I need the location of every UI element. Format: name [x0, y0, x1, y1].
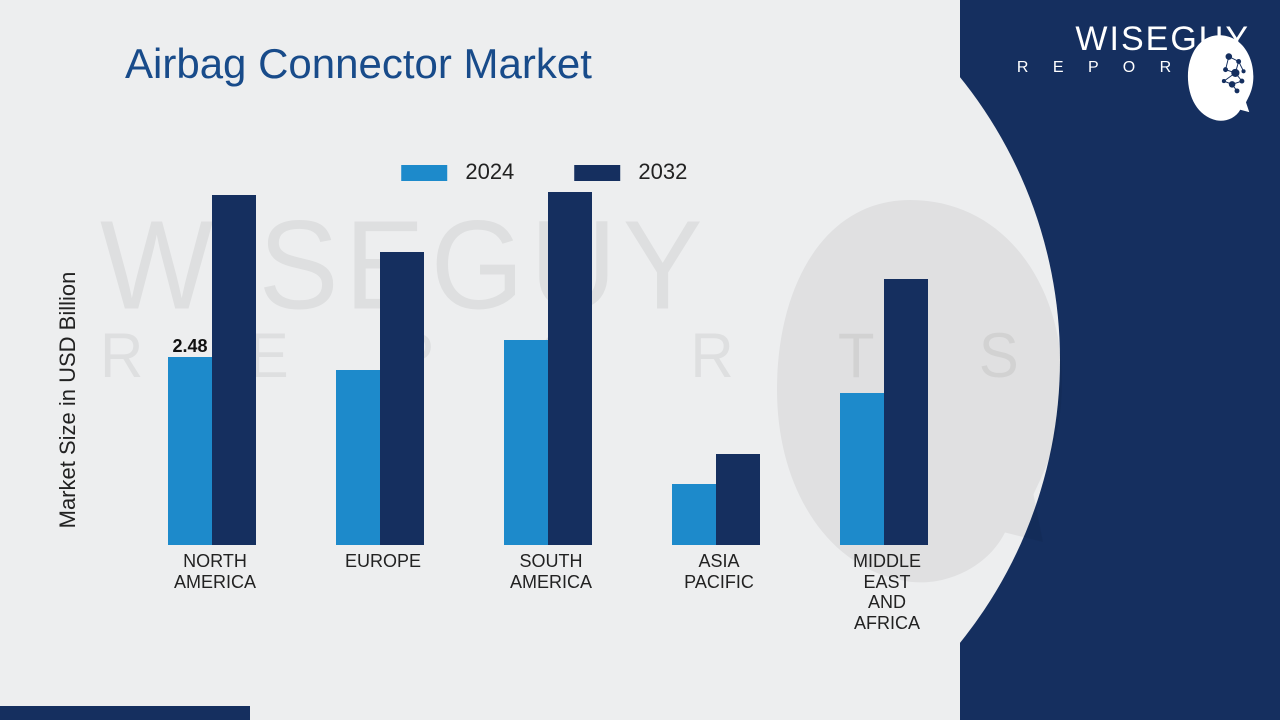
bar-2024 [336, 370, 380, 545]
bar-2032 [716, 454, 760, 545]
bar-2032 [884, 279, 928, 545]
bar-2032 [212, 195, 256, 545]
brand-block: WISEGUY R E P O R T S [1017, 22, 1250, 76]
category-label: ASIAPACIFIC [644, 545, 794, 592]
bar-2032 [548, 192, 592, 545]
bar-2032 [380, 252, 424, 545]
bar-2024 [168, 357, 212, 545]
bar-chart: Market Size in USD Billion 2024 2032 NOR… [80, 165, 980, 635]
data-label: 2.48 [172, 336, 207, 357]
stage: WISEGUY R E P O R T S Airbag Connector M… [0, 0, 1280, 720]
y-axis-label: Market Size in USD Billion [55, 272, 81, 529]
category-label: EUROPE [308, 545, 458, 572]
brand-head-icon [1174, 32, 1264, 122]
category-label: SOUTHAMERICA [476, 545, 626, 592]
plot-area: NORTHAMERICAEUROPESOUTHAMERICAASIAPACIFI… [140, 165, 980, 545]
bar-2024 [504, 340, 548, 545]
bar-2024 [840, 393, 884, 545]
chart-title: Airbag Connector Market [125, 40, 592, 88]
bar-2024 [672, 484, 716, 545]
footer-accent-bar [0, 706, 250, 720]
category-label: MIDDLEEASTANDAFRICA [812, 545, 962, 634]
category-label: NORTHAMERICA [140, 545, 290, 592]
